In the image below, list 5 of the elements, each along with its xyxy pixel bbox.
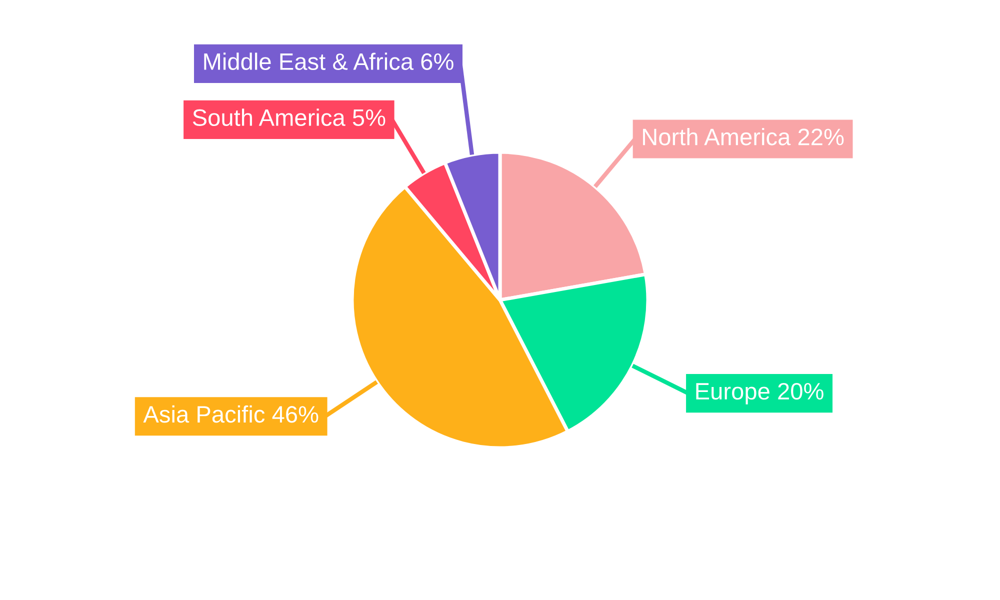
slice-label: South America 5% <box>192 108 386 126</box>
slice-label: Middle East & Africa 6% <box>204 52 454 70</box>
slice-label: Asia Pacific 46% <box>143 405 318 423</box>
slice-label: Europe 20% <box>696 382 824 404</box>
slice-label: North America 22% <box>643 128 844 146</box>
